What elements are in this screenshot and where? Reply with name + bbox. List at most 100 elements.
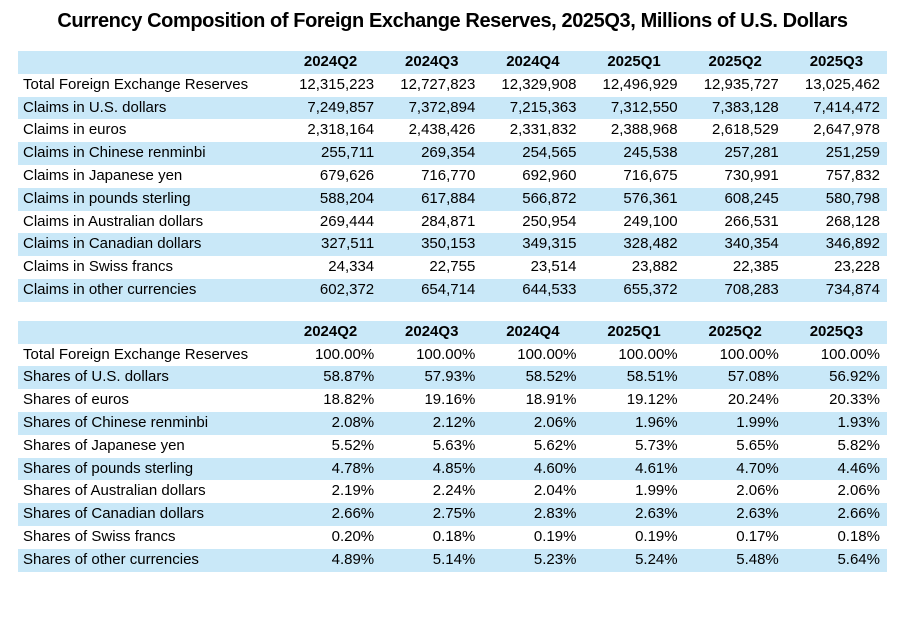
value-cell: 58.52% bbox=[525, 368, 577, 386]
value-cell: 576,361 bbox=[623, 189, 678, 207]
value-cell: 4.85% bbox=[432, 459, 476, 477]
value-cell: 2.06% bbox=[533, 413, 577, 431]
row-label: Shares of other currencies bbox=[23, 550, 199, 568]
corner-cell bbox=[18, 51, 280, 74]
value-cell: 716,675 bbox=[623, 166, 678, 184]
table-row: Claims in Australian dollars 269,444 284,8… bbox=[18, 211, 887, 234]
value-cell: 4.46% bbox=[837, 459, 880, 477]
value-cell: 254,565 bbox=[522, 144, 577, 162]
table-row: Shares of Japanese yen 5.52% 5.63% 5.62% 5.7… bbox=[18, 435, 887, 458]
value-cell: 24,334 bbox=[328, 258, 375, 276]
table-row: Shares of euros 18.82% 19.16% 18.91% 19.12% 2… bbox=[18, 389, 887, 412]
value-cell: 2.63% bbox=[736, 505, 779, 523]
table-row: Shares of Chinese renminbi 2.08% 2.12% 2.06… bbox=[18, 411, 887, 435]
row-label: Claims in Australian dollars bbox=[23, 212, 204, 230]
value-cell: 346,892 bbox=[825, 235, 880, 253]
value-cell: 255,711 bbox=[321, 144, 375, 162]
row-label: Claims in Chinese renminbi bbox=[23, 144, 206, 162]
row-label: Claims in pounds sterling bbox=[23, 189, 191, 207]
row-label: Shares of Canadian dollars bbox=[23, 505, 204, 523]
row-label: Claims in Japanese yen bbox=[23, 166, 183, 184]
value-cell: 2,388,968 bbox=[610, 121, 678, 139]
value-cell: 257,281 bbox=[724, 144, 779, 162]
value-cell: 2.24% bbox=[432, 482, 476, 500]
table-row: Claims in Canadian dollars 327,511 350,153… bbox=[18, 233, 887, 257]
value-cell: 23,882 bbox=[631, 258, 678, 276]
value-cell: 100.00% bbox=[416, 345, 476, 363]
value-cell: 2,318,164 bbox=[307, 121, 375, 139]
value-cell: 18.82% bbox=[323, 391, 375, 409]
row-label: Shares of Japanese yen bbox=[23, 436, 185, 454]
column-header-2024q2: 2024Q2 bbox=[303, 53, 358, 70]
value-cell: 2.06% bbox=[736, 482, 779, 500]
value-cell: 56.92% bbox=[829, 368, 880, 386]
value-cell: 2.66% bbox=[837, 505, 880, 523]
value-cell: 266,531 bbox=[724, 212, 779, 230]
value-cell: 100.00% bbox=[820, 345, 880, 363]
table-row: Shares of Canadian dollars 2.66% 2.75% 2.83… bbox=[18, 503, 887, 526]
value-cell: 2.06% bbox=[837, 482, 880, 500]
row-label: Total Foreign Exchange Reserves bbox=[23, 75, 249, 93]
value-cell: 245,538 bbox=[623, 144, 678, 162]
table-row: Shares of other currencies 4.89% 5.14% 5.23… bbox=[18, 548, 887, 572]
table-row: Claims in Japanese yen 679,626 716,770 692,… bbox=[18, 165, 887, 188]
row-label: Shares of Australian dollars bbox=[23, 482, 206, 500]
value-cell: 19.12% bbox=[626, 391, 678, 409]
value-cell: 0.17% bbox=[736, 527, 779, 545]
value-cell: 5.23% bbox=[533, 550, 577, 568]
value-cell: 2.19% bbox=[331, 482, 375, 500]
value-cell: 679,626 bbox=[319, 166, 375, 184]
value-cell: 20.33% bbox=[829, 391, 880, 409]
value-cell: 580,798 bbox=[825, 189, 880, 207]
value-cell: 340,354 bbox=[724, 235, 779, 253]
table-row: Claims in U.S. dollars 7,249,857 7,372,894… bbox=[18, 96, 887, 120]
table-row: Shares of Swiss francs 0.20% 0.18% 0.19% 0.1… bbox=[18, 526, 887, 549]
value-cell: 2,647,978 bbox=[813, 121, 880, 139]
value-cell: 608,245 bbox=[724, 189, 779, 207]
value-cell: 4.70% bbox=[736, 459, 779, 477]
value-cell: 12,329,908 bbox=[501, 75, 577, 93]
value-cell: 7,372,894 bbox=[408, 98, 476, 116]
row-label: Claims in U.S. dollars bbox=[23, 98, 167, 116]
value-cell: 2,618,529 bbox=[712, 121, 779, 139]
value-cell: 268,128 bbox=[825, 212, 880, 230]
value-cell: 7,249,857 bbox=[307, 98, 375, 116]
value-cell: 349,315 bbox=[522, 235, 577, 253]
value-cell: 1.99% bbox=[736, 413, 779, 431]
column-header-2025q2: 2025Q2 bbox=[708, 322, 762, 340]
table-row: Shares of pounds sterling 4.78% 4.85% 4.60%… bbox=[18, 457, 887, 481]
value-cell: 2.83% bbox=[533, 505, 577, 523]
value-cell: 0.19% bbox=[533, 527, 577, 545]
value-cell: 23,228 bbox=[834, 258, 880, 276]
value-cell: 5.82% bbox=[837, 436, 880, 454]
row-label: Shares of euros bbox=[23, 391, 129, 409]
value-cell: 654,714 bbox=[421, 280, 476, 298]
table-row: Claims in Swiss francs 24,334 22,755 23,514… bbox=[18, 256, 887, 279]
value-cell: 249,100 bbox=[623, 212, 678, 230]
value-cell: 588,204 bbox=[319, 189, 375, 207]
column-header-2025q1: 2025Q1 bbox=[607, 53, 661, 70]
value-cell: 20.24% bbox=[727, 391, 779, 409]
value-cell: 5.48% bbox=[736, 550, 779, 568]
table-row: Shares of Australian dollars 2.19% 2.24% 2.… bbox=[18, 480, 887, 503]
value-cell: 4.78% bbox=[331, 459, 375, 477]
value-cell: 1.96% bbox=[635, 413, 678, 431]
value-cell: 2.12% bbox=[432, 413, 476, 431]
row-label: Claims in euros bbox=[23, 121, 127, 139]
value-cell: 4.89% bbox=[331, 550, 375, 568]
table-row: Total Foreign Exchange Reserves 100.00% 10… bbox=[18, 344, 887, 367]
row-label: Claims in Swiss francs bbox=[23, 258, 174, 276]
value-cell: 0.18% bbox=[837, 527, 880, 545]
value-cell: 327,511 bbox=[321, 235, 375, 253]
value-cell: 250,954 bbox=[522, 212, 577, 230]
value-cell: 2.75% bbox=[432, 505, 476, 523]
value-cell: 251,259 bbox=[825, 144, 880, 162]
value-cell: 2,331,832 bbox=[509, 121, 577, 139]
value-cell: 7,312,550 bbox=[610, 98, 678, 116]
column-header-2024q3: 2024Q3 bbox=[405, 322, 459, 340]
value-cell: 1.93% bbox=[837, 413, 880, 431]
column-header-2025q2: 2025Q2 bbox=[708, 53, 762, 70]
value-cell: 617,884 bbox=[421, 189, 476, 207]
row-label: Shares of pounds sterling bbox=[23, 459, 194, 477]
